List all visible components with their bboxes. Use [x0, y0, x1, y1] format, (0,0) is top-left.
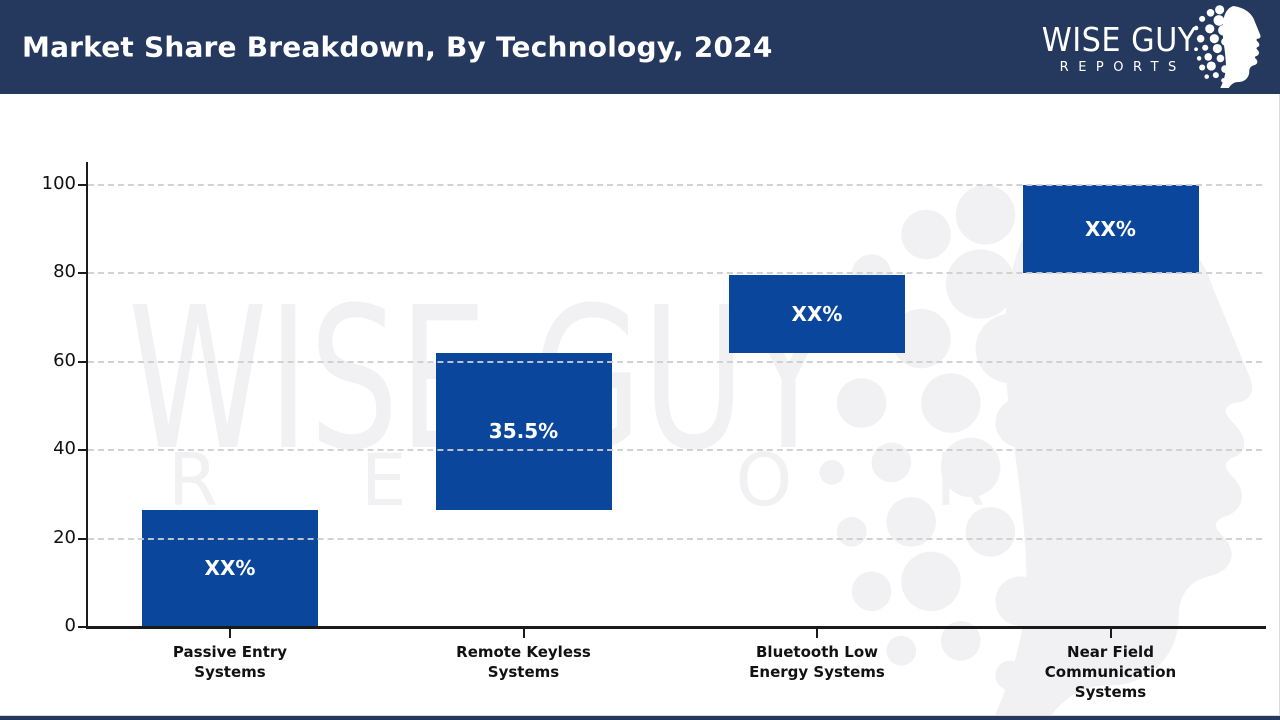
brand-subname: REPORTS [1059, 59, 1186, 75]
y-tick [78, 360, 86, 363]
brand-logo: WISE GUY REPORTS [1035, 4, 1266, 90]
y-gridline [88, 449, 1262, 451]
y-axis-spine [86, 162, 88, 627]
brand-head-icon [1193, 5, 1261, 89]
y-gridline [88, 537, 1262, 540]
bar-value-label: XX% [204, 556, 256, 581]
x-tick [816, 629, 818, 638]
bar-passive-entry-systems: XX% [142, 509, 318, 627]
bar-near-field-communication-systems: XX% [1022, 184, 1199, 273]
x-axis-spine [86, 626, 1266, 629]
y-tick [78, 626, 86, 628]
x-tick [522, 629, 525, 638]
bar-remote-keyless-systems: 35.5% [435, 352, 612, 510]
brand-name: WISE GUY [1042, 19, 1198, 59]
x-category-label: Bluetooth Low Energy Systems [749, 643, 885, 681]
y-tick-label: 80 [53, 261, 76, 282]
x-category-label: Near Field Communication Systems [1044, 643, 1177, 701]
y-tick-label: 100 [41, 172, 76, 194]
page-title: Market Share Breakdown, By Technology, 2… [22, 30, 773, 64]
bar-value-label: XX% [791, 301, 843, 326]
y-gridline [88, 272, 1262, 274]
app-header: Market Share Breakdown, By Technology, 2… [0, 0, 1280, 94]
frame-border-bottom [0, 715, 1280, 716]
x-category-label: Passive Entry Systems [172, 643, 288, 681]
footer-bar [0, 716, 1280, 720]
y-tick [78, 537, 86, 540]
y-gridline [88, 183, 1262, 186]
brand-text: WISE GUY REPORTS [1035, 20, 1204, 75]
bar-value-label: XX% [1085, 216, 1136, 241]
bar-value-label: 35.5% [488, 419, 559, 444]
y-tick-label: 60 [53, 349, 76, 371]
bar-bluetooth-low-energy-systems: XX% [729, 275, 905, 353]
y-tick-label: 40 [53, 438, 76, 459]
x-category-label: Remote Keyless Systems [456, 643, 591, 681]
y-tick [78, 183, 86, 186]
x-tick [1109, 629, 1112, 638]
y-tick [78, 272, 86, 274]
x-tick [229, 629, 231, 638]
y-tick-label: 20 [53, 526, 76, 548]
y-tick-label: 0 [64, 615, 76, 636]
y-tick [78, 449, 86, 451]
y-gridline [88, 360, 1262, 363]
